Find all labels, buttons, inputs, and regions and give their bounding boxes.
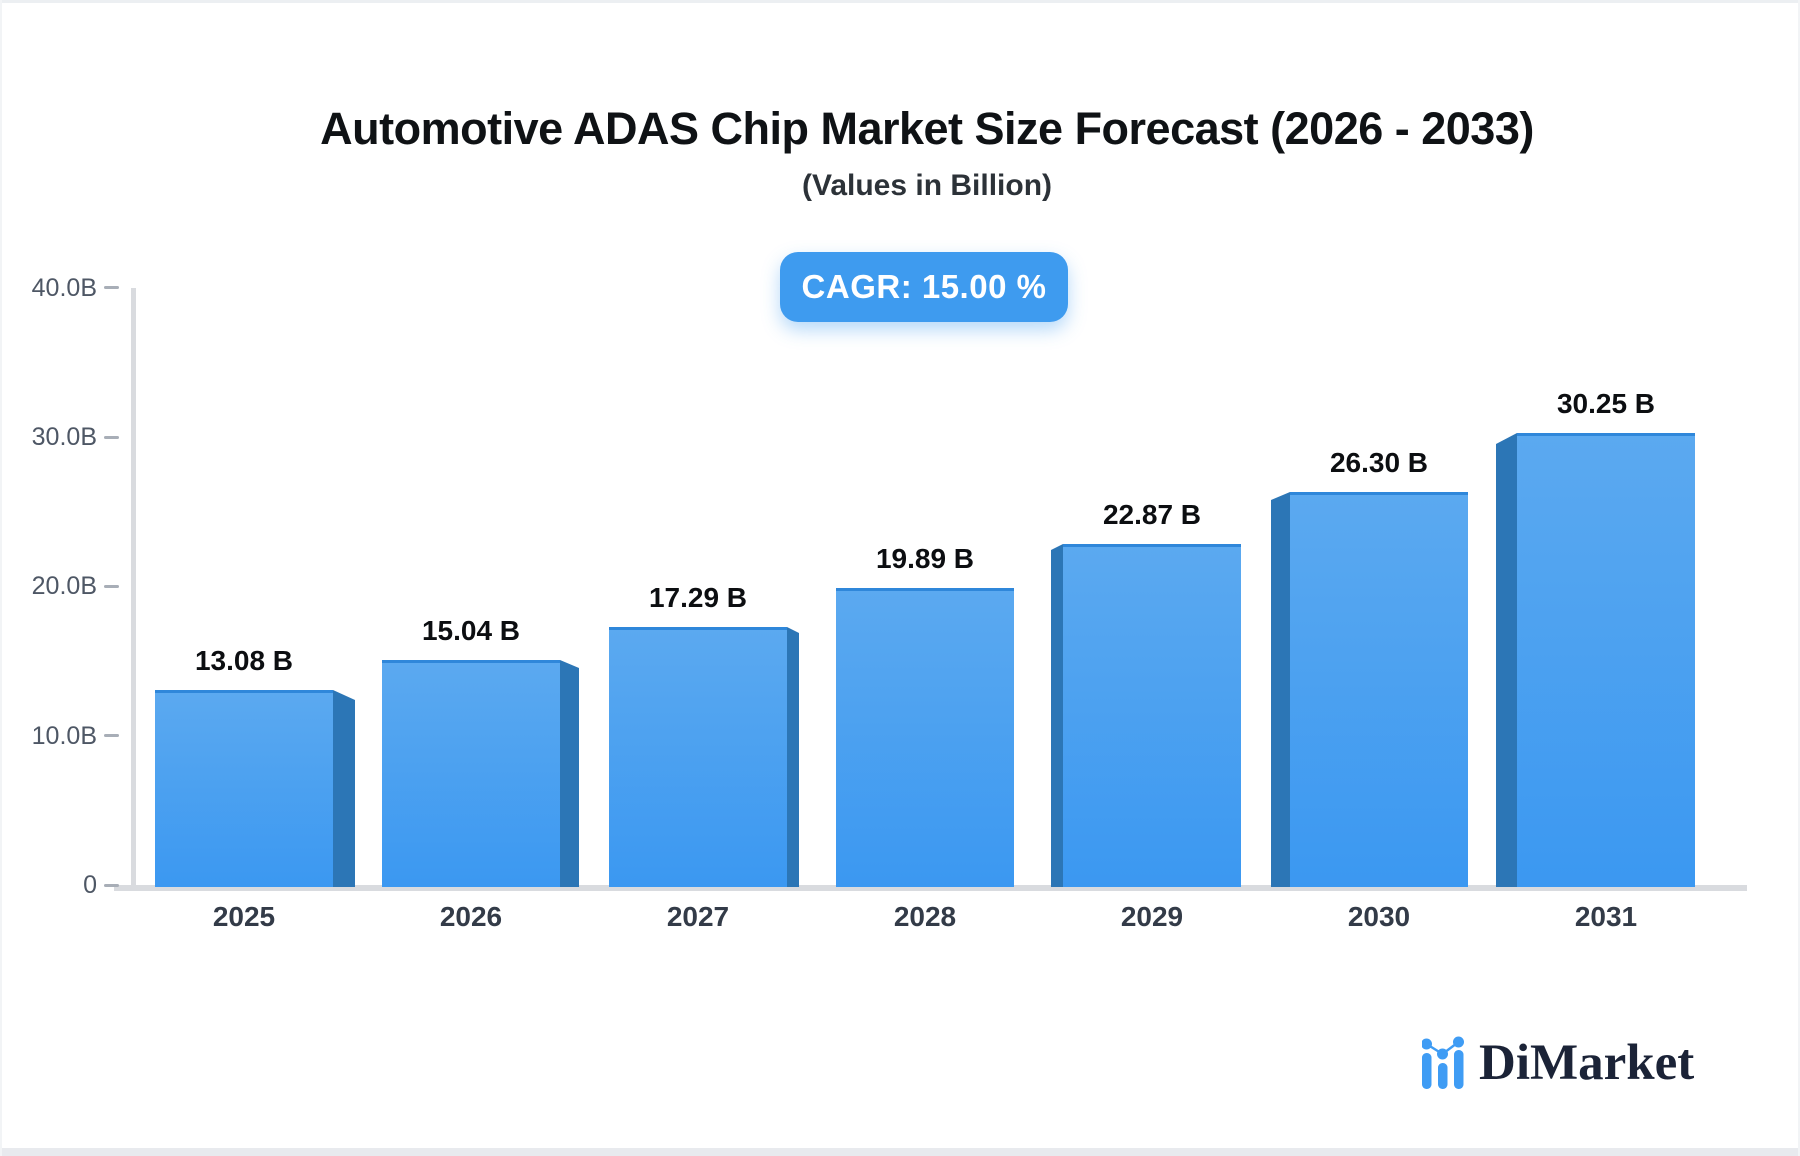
bar-side-face [333,690,355,887]
bar-2029 [1063,544,1241,887]
x-axis-label: 2030 [1347,901,1411,932]
y-axis-tick-mark [104,435,119,439]
bar-side-face [1496,433,1517,887]
cagr-badge-label: CAGR: 15.00 % [801,268,1047,305]
y-axis-tick-label: 10.0B [31,721,97,750]
dimarket-logo: DiMarket [1422,1034,1694,1092]
bar-side-face [787,627,799,887]
bar-side-face [560,660,579,887]
x-axis-label: 2025 [212,901,276,932]
bar-2028 [836,588,1014,887]
chart-subtitle: (Values in Billion) [801,169,1053,202]
y-axis-tick-label: 40.0B [31,273,97,302]
bar-side-face [1271,492,1290,887]
x-axis-label: 2026 [439,901,503,932]
bar-value-label: 26.30 B [1329,447,1429,478]
bar-value-label: 13.08 B [194,645,294,676]
page-bottom-border [2,1148,1798,1156]
y-axis-tick-label: 0 [83,871,97,899]
y-axis-tick-mark [104,883,119,887]
y-axis-tick-mark [104,584,119,588]
cagr-badge: CAGR: 15.00 % [780,252,1068,322]
dimarket-logo-text: DiMarket [1479,1035,1695,1091]
dimarket-logo-icon [1422,1036,1464,1089]
x-axis-label: 2027 [666,901,730,932]
y-axis-tick-mark [104,286,119,290]
y-axis-tick-mark [104,734,119,738]
chart-header: Automotive ADAS Chip Market Size Forecas… [112,0,1742,203]
y-axis-line [131,288,136,888]
bar-2026 [382,660,560,887]
x-axis-label: 2028 [893,901,957,932]
bar-2027 [609,627,787,887]
y-axis-tick-label: 20.0B [31,572,97,601]
x-axis-label: 2029 [1120,901,1184,932]
bar-2031 [1517,433,1695,887]
bar-2025 [155,690,333,887]
x-axis-label: 2031 [1574,901,1638,932]
bar-value-label: 30.25 B [1556,388,1656,419]
bar-value-label: 22.87 B [1102,499,1202,530]
x-axis-line [114,885,1747,891]
chart-title: Automotive ADAS Chip Market Size Forecas… [320,103,1534,154]
bar-2030 [1290,492,1468,887]
y-axis-tick-label: 30.0B [31,423,97,452]
bar-value-label: 17.29 B [648,582,748,613]
bar-side-face [1051,544,1063,887]
bar-value-label: 19.89 B [875,543,975,574]
bar-value-label: 15.04 B [421,615,521,646]
page-top-border [2,0,1798,3]
